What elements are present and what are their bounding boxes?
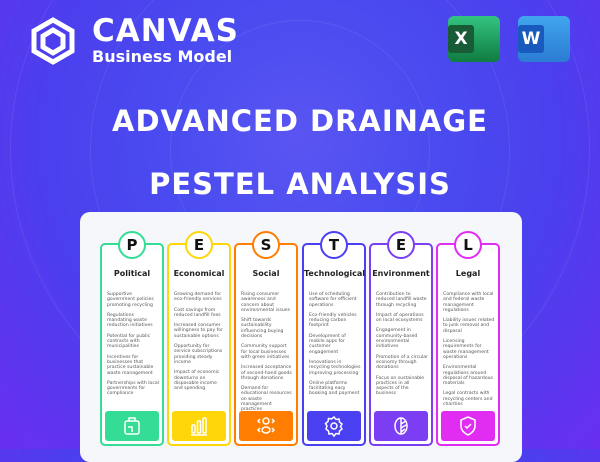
people-icon — [256, 417, 276, 434]
list-item: Development of mobile apps for customer … — [309, 333, 346, 355]
column-icon-box — [105, 411, 159, 441]
excel-letter: X — [448, 25, 474, 53]
list-item: Growing demand for eco-friendly services — [174, 292, 222, 303]
pestel-column-environment: E Environment Contribution to reduced land… — [369, 231, 433, 446]
briefcase-icon — [124, 417, 140, 435]
pestel-column-social: S Social Rising consumer awareness and con… — [234, 231, 298, 446]
column-title: Environment — [372, 269, 430, 278]
column-letter-badge: P — [118, 231, 146, 259]
list-item: Partnerships with local governments for … — [107, 380, 159, 397]
excel-icon[interactable]: X — [448, 16, 500, 62]
brand: CANVAS Business Model — [92, 14, 239, 66]
list-item: Demand for educational resources on wast… — [241, 386, 292, 413]
pestel-column-economical: E Economical Growing demand for eco-friend… — [167, 231, 231, 446]
list-item: Cost savings from reduced landfill fees — [174, 307, 221, 318]
list-item: Liability issues related to junk removal… — [443, 318, 495, 334]
column-title: Technological — [304, 269, 366, 278]
column-letter-badge: L — [454, 231, 482, 259]
brand-name: CANVAS — [92, 13, 239, 49]
list-item: Online platforms facilitating easy booki… — [309, 380, 360, 397]
list-item: Engagement in community-based environmen… — [376, 328, 418, 350]
column-items: Compliance with local and federal waste … — [443, 292, 495, 412]
column-items: Growing demand for eco-friendly services… — [174, 292, 226, 396]
column-items: Use of scheduling software for efficient… — [309, 292, 361, 402]
list-item: Supportive government policies promoting… — [107, 292, 154, 308]
column-icon-box — [239, 411, 293, 441]
pestel-column-political: P Political Supportive government policies… — [100, 231, 164, 446]
brand-subtitle: Business Model — [92, 47, 233, 66]
column-letter-badge: E — [387, 231, 415, 259]
list-item: Increased acceptance of second-hand good… — [241, 365, 292, 381]
list-item: Compliance with local and federal waste … — [443, 292, 494, 313]
pestel-column-technological: T Technological Use of scheduling software… — [302, 231, 366, 446]
title-line2: PESTEL ANALYSIS — [149, 167, 451, 201]
title-line1: ADVANCED DRAINAGE — [112, 104, 488, 138]
column-title: Legal — [455, 269, 481, 278]
list-item: Legal contracts with recycling centers a… — [443, 391, 493, 408]
list-item: Licensing requirements for waste managem… — [443, 339, 489, 360]
column-icon-box — [307, 411, 361, 441]
shield-check-icon — [460, 416, 476, 436]
canvas-logo-icon — [31, 17, 75, 65]
list-item: Community support for local businesses w… — [241, 344, 290, 360]
column-letter-badge: E — [185, 231, 213, 259]
leaf-icon — [394, 417, 408, 435]
column-letter-badge: S — [252, 231, 280, 259]
list-item: Increased consumer willingness to pay fo… — [174, 323, 223, 339]
list-item: Rising consumer awareness and concern ab… — [241, 292, 291, 313]
column-icon-box — [172, 411, 226, 441]
pestel-column-legal: L Legal Compliance with local and federal … — [436, 231, 500, 446]
word-letter: W — [518, 25, 544, 53]
column-items: Rising consumer awareness and concern ab… — [241, 292, 293, 418]
column-title: Political — [113, 269, 151, 278]
column-title: Social — [252, 269, 280, 278]
list-item: Environmental regulations around disposa… — [443, 365, 493, 387]
list-item: Focus on sustainable practices in all as… — [376, 375, 425, 397]
list-item: Eco-friendly vehicles reducing carbon fo… — [309, 312, 357, 329]
column-letter-badge: T — [320, 231, 348, 259]
list-item: Innovations in recycling technologies im… — [309, 359, 361, 376]
list-item: Regulations mandating waste reduction in… — [107, 312, 153, 329]
list-item: Incentives for businesses that practice … — [107, 354, 154, 376]
column-icon-box — [441, 411, 495, 441]
gear-icon — [324, 415, 343, 438]
column-icon-box — [374, 411, 428, 441]
list-item: Shift towards sustainability influencing… — [241, 318, 284, 340]
word-icon[interactable]: W — [518, 16, 570, 62]
bar-chart-icon — [191, 417, 207, 436]
list-item: Opportunity for service subscriptions pr… — [174, 344, 223, 365]
list-item: Promotion of a circular economy through … — [376, 354, 429, 371]
list-item: Contribution to reduced landfill waste t… — [376, 292, 427, 308]
list-item: Use of scheduling software for efficient… — [309, 292, 357, 308]
list-item: Impact of economic downturns on disposab… — [174, 370, 220, 392]
list-item: Potential for public contracts with muni… — [107, 333, 151, 350]
column-items: Contribution to reduced landfill waste t… — [376, 292, 428, 402]
column-items: Supportive government policies promoting… — [107, 292, 159, 402]
list-item: Impact of operations on local ecosystems — [376, 312, 424, 324]
column-title: Economical — [173, 269, 225, 278]
